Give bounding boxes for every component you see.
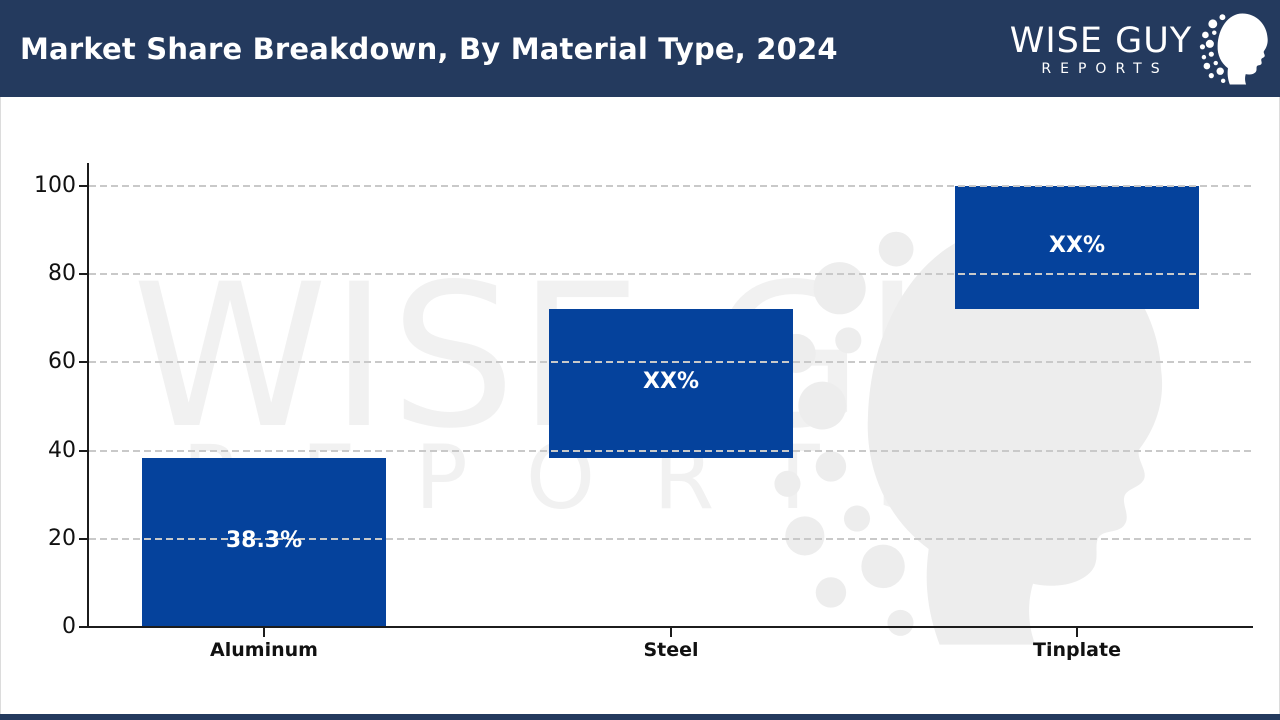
header: Market Share Breakdown, By Material Type… — [0, 0, 1280, 97]
gridline — [89, 273, 1253, 276]
x-tick-mark — [263, 628, 265, 637]
x-category-label: Steel — [643, 639, 699, 661]
bar-tinplate — [955, 186, 1199, 310]
x-tick-mark — [670, 628, 672, 637]
x-tick-mark — [1076, 628, 1078, 637]
face-profile-icon — [1199, 13, 1268, 85]
y-tick-mark — [79, 537, 87, 540]
y-tick-mark — [79, 361, 87, 364]
footer-bar — [0, 714, 1280, 720]
chart-title: Market Share Breakdown, By Material Type… — [20, 31, 838, 66]
y-tick-mark — [79, 185, 87, 187]
bar-steel — [549, 309, 793, 459]
y-tick-mark — [79, 273, 87, 276]
gridline — [89, 361, 1253, 364]
logo-subtitle: REPORTS — [1041, 60, 1169, 77]
logo-wordmark: WISE GUY — [1009, 20, 1193, 61]
y-tick-label: 20 — [48, 525, 76, 551]
gridline — [89, 449, 1253, 452]
y-axis-line — [87, 163, 89, 628]
y-tick-label: 80 — [48, 261, 76, 287]
gridline — [89, 537, 1253, 540]
y-tick-label: 60 — [48, 349, 76, 375]
wise-guy-reports-logo: WISE GUY REPORTS — [1004, 7, 1272, 91]
x-axis-line — [87, 626, 1253, 628]
bar-value-label: 38.3% — [225, 527, 303, 553]
x-category-label: Aluminum — [210, 639, 318, 661]
y-tick-mark — [79, 626, 87, 628]
y-tick-label: 40 — [48, 437, 76, 463]
y-tick-mark — [79, 449, 87, 452]
y-tick-label: 0 — [62, 614, 76, 639]
x-category-label: Tinplate — [1033, 639, 1121, 661]
bar-aluminum — [142, 458, 386, 627]
logo-text: WISE GUY REPORTS — [1004, 22, 1198, 77]
gridline — [89, 185, 1253, 187]
bar-value-label: XX% — [1049, 232, 1105, 258]
y-tick-label: 100 — [34, 173, 76, 198]
bar-value-label: XX% — [643, 368, 699, 394]
